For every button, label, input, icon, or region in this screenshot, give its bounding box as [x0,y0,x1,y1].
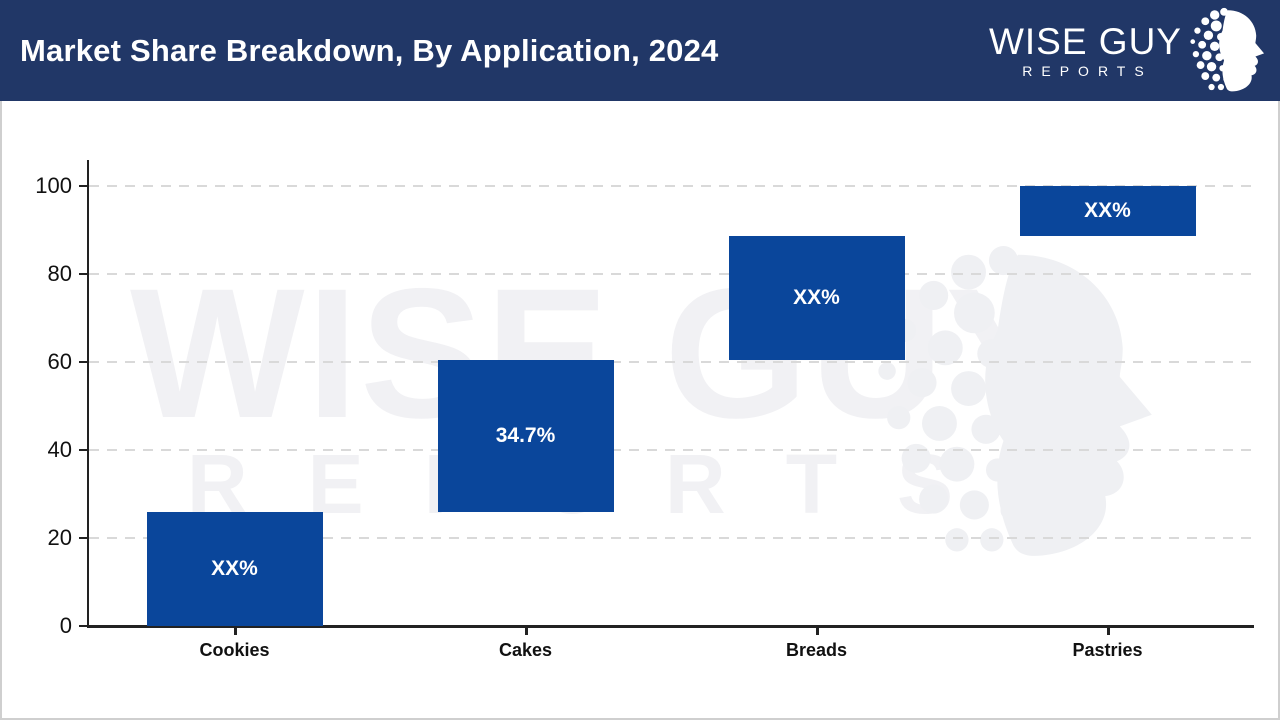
y-tick-mark [79,449,87,451]
bar-value-label: XX% [793,285,840,309]
waterfall-bar-pastries: XX% [1019,186,1196,237]
chart-title: Market Share Breakdown, By Application, … [20,32,719,68]
y-tick-label: 0 [59,613,72,638]
y-tick-mark [79,273,87,275]
bar-value-label: 34.7% [495,424,556,448]
header-bar: Market Share Breakdown, By Application, … [0,0,1280,101]
x-tick-mark [815,628,819,635]
waterfall-bar-breads: XX% [728,236,905,360]
gridline [89,449,1253,451]
y-tick-label: 60 [47,349,72,374]
bar-value-label: XX% [1084,199,1131,223]
gridline [89,537,1253,539]
logo-wordmark-line2: REPORTS [1022,63,1153,79]
gridline [89,185,1253,187]
y-tick-mark [79,361,87,363]
x-tick-label: Breads [785,640,848,660]
logo-wordmark-line1: WISE GUY [988,21,1182,62]
logo-wordmark: WISE GUY REPORTS [989,23,1182,78]
bar-value-label: XX% [211,557,258,581]
y-tick-label: 40 [47,437,72,462]
y-axis-line [87,160,89,626]
wise-guy-logo: WISE GUY REPORTS [989,0,1272,101]
x-tick-mark [1106,628,1110,635]
waterfall-bar-cookies: XX% [146,512,323,626]
y-tick-mark [79,185,87,187]
x-tick-label: Cakes [498,640,553,660]
y-tick-label: 80 [47,261,72,286]
head-profile-logo-icon [1190,7,1265,91]
x-tick-mark [233,628,237,635]
x-tick-label: Cookies [199,640,270,660]
watermark-head-icon [878,246,1152,556]
gridline [89,273,1253,275]
y-tick-label: 20 [47,525,72,550]
y-tick-mark [79,625,87,627]
x-tick-label: Pastries [1072,640,1143,660]
gridline [89,361,1253,363]
waterfall-bar-cakes: 34.7% [437,359,614,513]
x-tick-mark [524,628,528,635]
x-axis-line [87,625,1254,628]
y-tick-label: 100 [35,173,72,198]
y-tick-mark [79,537,87,539]
